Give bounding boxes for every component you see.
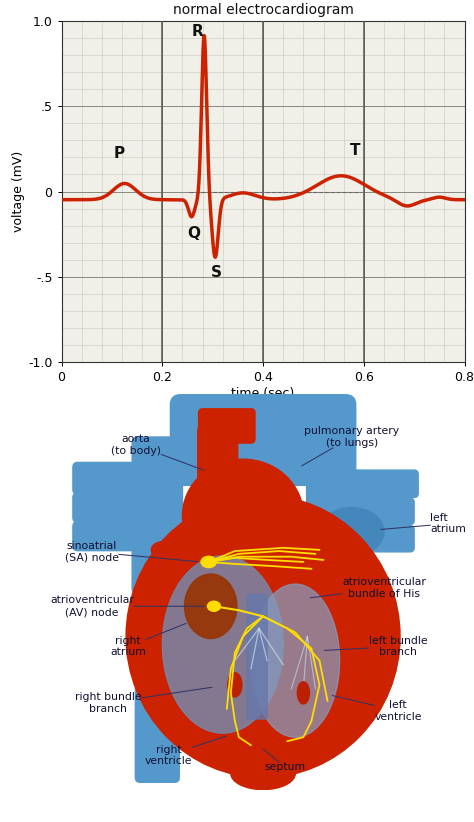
- FancyBboxPatch shape: [358, 498, 414, 524]
- Ellipse shape: [126, 496, 400, 778]
- Title: normal electrocardiogram: normal electrocardiogram: [173, 2, 354, 16]
- FancyBboxPatch shape: [132, 437, 182, 594]
- FancyBboxPatch shape: [73, 463, 153, 494]
- Text: right
atrium: right atrium: [110, 623, 186, 658]
- Text: aorta
(to body): aorta (to body): [111, 434, 204, 470]
- FancyBboxPatch shape: [199, 409, 255, 443]
- FancyBboxPatch shape: [136, 684, 179, 783]
- FancyBboxPatch shape: [73, 522, 145, 551]
- Text: left
atrium: left atrium: [381, 513, 466, 534]
- Ellipse shape: [228, 672, 242, 697]
- Text: right bundle
branch: right bundle branch: [74, 687, 212, 713]
- FancyBboxPatch shape: [307, 481, 401, 520]
- Text: left
ventricle: left ventricle: [332, 695, 422, 722]
- Text: atrioventricular
bundle of His: atrioventricular bundle of His: [310, 577, 426, 599]
- Text: left bundle
branch: left bundle branch: [324, 635, 428, 658]
- Ellipse shape: [251, 584, 339, 737]
- Ellipse shape: [231, 757, 295, 790]
- Ellipse shape: [208, 601, 220, 612]
- Text: S: S: [211, 265, 222, 280]
- Text: T: T: [350, 143, 360, 158]
- Ellipse shape: [184, 574, 237, 639]
- FancyBboxPatch shape: [170, 395, 356, 485]
- FancyBboxPatch shape: [247, 594, 267, 719]
- Ellipse shape: [151, 566, 177, 583]
- Text: sinoatrial
(SA) node: sinoatrial (SA) node: [65, 541, 198, 562]
- Text: atrioventricular
(AV) node: atrioventricular (AV) node: [50, 595, 204, 617]
- FancyBboxPatch shape: [198, 426, 237, 541]
- Ellipse shape: [162, 556, 283, 733]
- FancyBboxPatch shape: [356, 526, 414, 552]
- Text: P: P: [114, 145, 125, 161]
- Text: septum: septum: [263, 749, 306, 773]
- Text: pulmonary artery
(to lungs): pulmonary artery (to lungs): [302, 427, 399, 466]
- Ellipse shape: [319, 507, 384, 556]
- Ellipse shape: [151, 588, 177, 605]
- X-axis label: time (sec): time (sec): [231, 387, 295, 400]
- FancyBboxPatch shape: [347, 470, 418, 497]
- Ellipse shape: [182, 459, 303, 572]
- Text: R: R: [192, 25, 204, 39]
- FancyBboxPatch shape: [73, 492, 149, 523]
- Text: Q: Q: [187, 226, 200, 241]
- Ellipse shape: [201, 556, 216, 567]
- Ellipse shape: [297, 681, 310, 704]
- Text: right
ventricle: right ventricle: [145, 736, 226, 766]
- Y-axis label: voltage (mV): voltage (mV): [12, 151, 26, 232]
- Ellipse shape: [151, 542, 177, 558]
